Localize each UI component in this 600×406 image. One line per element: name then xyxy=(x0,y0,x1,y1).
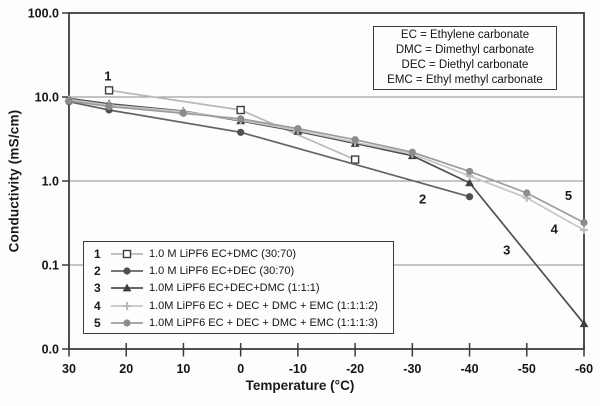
legend-marker-icon xyxy=(111,249,143,258)
marker-open-square xyxy=(350,155,360,164)
y-tick-label: 10.0 xyxy=(35,91,59,105)
legend-marker-icon xyxy=(111,284,143,292)
series-line-2 xyxy=(68,100,470,198)
legend-marker-icon xyxy=(111,319,143,327)
x-tick-label: -30 xyxy=(403,362,421,376)
marker-filled-circle xyxy=(465,167,474,176)
marker-filled-circle xyxy=(580,218,588,227)
curve-number-label-2: 2 xyxy=(419,192,426,207)
abbreviation-line-dec: DEC = Diethyl carbonate xyxy=(401,59,529,71)
curve-number-label-5: 5 xyxy=(565,188,572,203)
y-tick-label: 100.0 xyxy=(28,7,59,21)
legend-row-4: 4 1.0M LiPF6 EC + DEC + DMC + EMC (1:1:1:… xyxy=(94,297,393,314)
legend-series-number: 5 xyxy=(94,316,101,331)
abbreviation-line-dmc: DMC = Dimethyl carbonate xyxy=(395,44,535,56)
x-tick-label: -20 xyxy=(346,362,364,376)
x-tick-label: 10 xyxy=(176,362,190,376)
legend-row-5: 5 1.0M LiPF6 EC + DEC + DMC + EMC (1:1:1:… xyxy=(94,315,393,332)
marker-filled-circle xyxy=(294,125,302,133)
x-axis-title: Temperature (°C) xyxy=(245,378,355,393)
abbreviation-line-ec: EC = Ethylene carbonate xyxy=(400,29,530,41)
y-tick-label: 0.1 xyxy=(42,259,59,273)
legend-series-number: 2 xyxy=(94,264,101,279)
x-tick-label: -60 xyxy=(575,362,593,376)
legend-marker-icon xyxy=(111,267,143,275)
curve-number-label-4: 4 xyxy=(551,221,559,236)
legend-row-3: 3 1.0M LiPF6 EC+DEC+DMC (1:1:1) xyxy=(94,280,393,297)
legend-series-label: 1.0M LiPF6 EC+DEC+DMC (1:1:1) xyxy=(149,282,320,295)
marker-plus xyxy=(123,301,131,310)
marker-filled-circle xyxy=(408,148,416,156)
marker-filled-triangle xyxy=(465,178,474,187)
curve-number-label-3: 3 xyxy=(503,243,510,258)
legend-series-number: 4 xyxy=(94,298,101,313)
curve-number-label-1: 1 xyxy=(104,69,111,84)
legend-series-number: 3 xyxy=(94,281,101,296)
series-line-5 xyxy=(68,99,585,224)
y-axis-title: Conductivity (mS/cm) xyxy=(6,109,22,253)
marker-plus xyxy=(580,226,588,235)
marker-filled-circle xyxy=(351,136,359,144)
legend-series-number: 1 xyxy=(94,246,101,261)
marker-filled-circle xyxy=(105,102,113,111)
legend-series-label: 1.0 M LiPF6 EC+DEC (30:70) xyxy=(149,265,295,278)
y-tick-label: 1.0 xyxy=(42,175,59,189)
x-tick-label: 20 xyxy=(119,362,133,376)
marker-open-square xyxy=(236,105,245,115)
x-tick-label: -40 xyxy=(461,362,479,376)
x-tick-label: -50 xyxy=(518,362,536,376)
series-line-1 xyxy=(108,89,356,161)
legend-series-label: 1.0 M LiPF6 EC+DMC (30:70) xyxy=(149,247,297,260)
legend-row-1: 1 1.0 M LiPF6 EC+DMC (30:70) xyxy=(94,245,393,262)
legend-row-2: 2 1.0 M LiPF6 EC+DEC (30:70) xyxy=(94,262,393,279)
abbreviation-box: EC = Ethylene carbonate DMC = Dimethyl c… xyxy=(373,26,557,90)
x-tick-label: -10 xyxy=(289,362,307,376)
legend-series-label: 1.0M LiPF6 EC + DEC + DMC + EMC (1:1:1:2… xyxy=(149,299,378,312)
marker-filled-circle xyxy=(237,115,245,123)
marker-filled-circle xyxy=(523,189,531,197)
marker-open-square xyxy=(104,86,114,95)
legend-series-label: 1.0M LiPF6 EC + DEC + DMC + EMC (1:1:1:3… xyxy=(149,317,378,330)
marker-filled-triangle xyxy=(122,284,132,292)
marker-filled-circle xyxy=(237,128,245,136)
x-tick-label: 30 xyxy=(62,362,76,376)
abbreviation-line-emc: EMC = Ethyl methyl carbonate xyxy=(387,74,543,86)
marker-filled-circle xyxy=(465,193,474,201)
marker-filled-circle xyxy=(65,97,73,105)
marker-filled-circle xyxy=(123,267,131,275)
marker-filled-circle xyxy=(179,109,188,117)
marker-filled-triangle xyxy=(579,319,589,328)
series-line-4 xyxy=(68,98,585,231)
legend-marker-icon xyxy=(111,301,143,310)
marker-filled-circle xyxy=(123,319,131,327)
legend-box: 1 1.0 M LiPF6 EC+DMC (30:70) 2 1.0 M LiPF6 … xyxy=(83,241,394,334)
x-tick-label: 0 xyxy=(237,362,244,376)
y-tick-label: 0.0 xyxy=(42,343,59,357)
marker-open-square xyxy=(122,249,132,258)
